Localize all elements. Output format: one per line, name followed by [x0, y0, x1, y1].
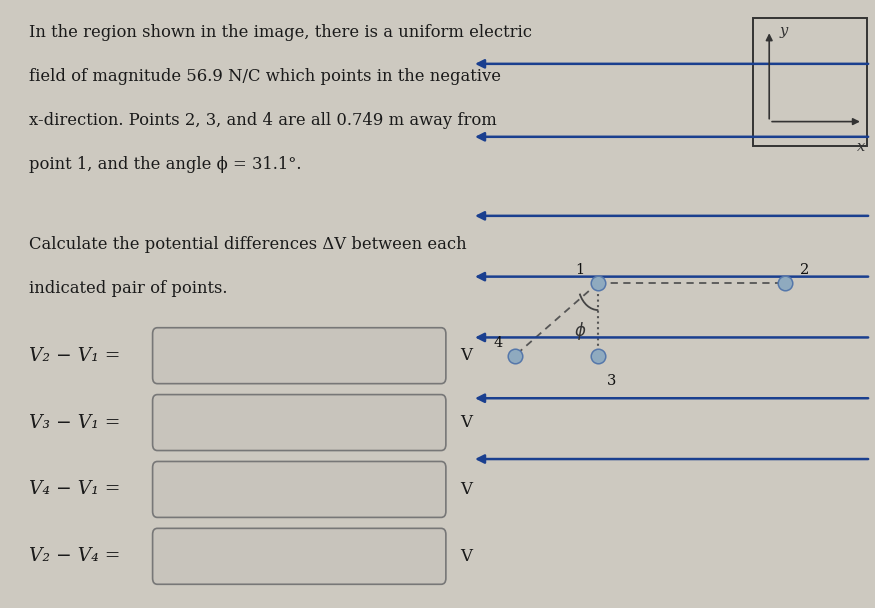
Text: V₃ − V₁ =: V₃ − V₁ =	[29, 413, 120, 432]
Text: V: V	[460, 414, 472, 431]
FancyBboxPatch shape	[152, 395, 446, 451]
Text: 1: 1	[575, 263, 584, 277]
Point	[592, 351, 605, 361]
FancyBboxPatch shape	[152, 528, 446, 584]
Text: In the region shown in the image, there is a uniform electric: In the region shown in the image, there …	[29, 24, 532, 41]
Text: 3: 3	[606, 374, 616, 388]
Text: 2: 2	[800, 263, 809, 277]
Text: indicated pair of points.: indicated pair of points.	[29, 280, 228, 297]
Text: point 1, and the angle ϕ = 31.1°.: point 1, and the angle ϕ = 31.1°.	[29, 156, 301, 173]
Text: field of magnitude 56.9 N/C which points in the negative: field of magnitude 56.9 N/C which points…	[29, 68, 500, 85]
Text: y: y	[780, 24, 788, 38]
Bar	[752, 18, 867, 146]
Text: V: V	[460, 548, 472, 565]
Text: V₂ − V₄ =: V₂ − V₄ =	[29, 547, 120, 565]
Text: x: x	[857, 140, 865, 154]
FancyBboxPatch shape	[152, 328, 446, 384]
Point	[507, 351, 522, 361]
Point	[592, 278, 605, 288]
Text: V: V	[460, 481, 472, 498]
Text: V: V	[460, 347, 472, 364]
Text: V₄ − V₁ =: V₄ − V₁ =	[29, 480, 120, 499]
Text: $\phi$: $\phi$	[574, 320, 586, 342]
Text: x-direction. Points 2, 3, and 4 are all 0.749 m away from: x-direction. Points 2, 3, and 4 are all …	[29, 112, 496, 129]
Point	[779, 278, 793, 288]
Text: V₂ − V₁ =: V₂ − V₁ =	[29, 347, 120, 365]
Text: Calculate the potential differences ΔV between each: Calculate the potential differences ΔV b…	[29, 236, 466, 253]
Text: 4: 4	[493, 336, 503, 350]
FancyBboxPatch shape	[152, 461, 446, 517]
